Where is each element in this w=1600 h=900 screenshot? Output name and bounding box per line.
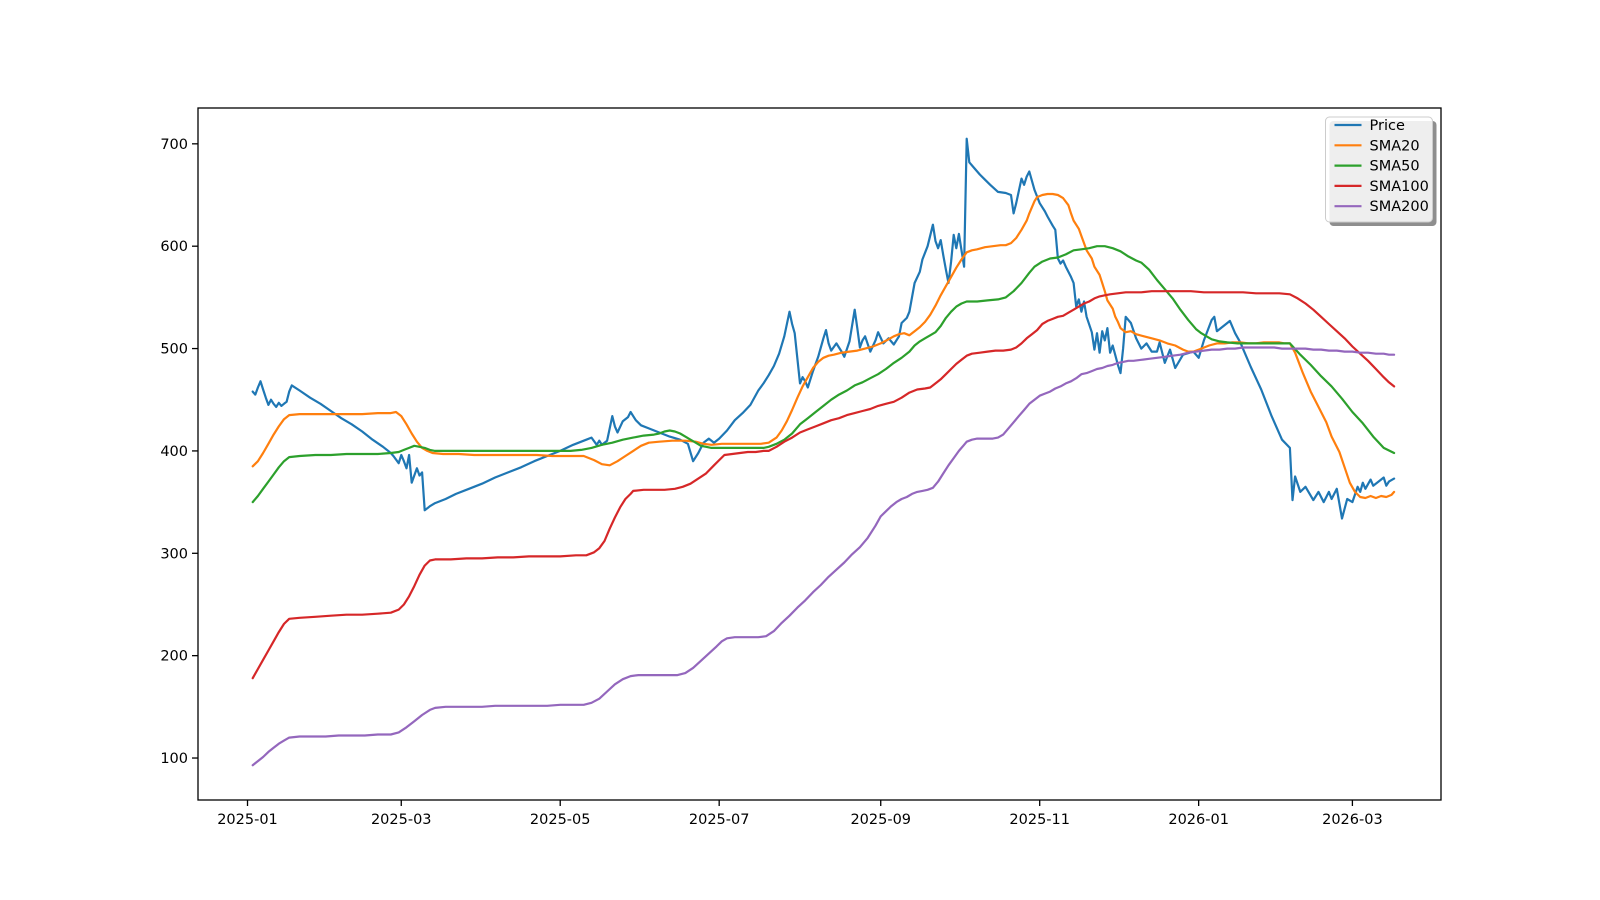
y-tick-label-4: 500 — [160, 342, 188, 358]
x-tick-label-2: 2025-05 — [530, 812, 591, 828]
legend-label-sma100: SMA100 — [1370, 179, 1429, 195]
series-lines — [251, 137, 1396, 767]
sma50-line — [251, 245, 1396, 504]
legend: Price SMA20 SMA50 SMA100 SMA200 — [1325, 116, 1437, 226]
price-line — [251, 137, 1396, 520]
sma100-line — [251, 290, 1396, 680]
sma200-line — [251, 346, 1396, 767]
x-tick-label-5: 2025-11 — [1009, 812, 1070, 828]
legend-label-sma200: SMA200 — [1370, 199, 1429, 215]
sma20-line — [251, 192, 1396, 500]
legend-label-price: Price — [1370, 118, 1405, 134]
x-tick-label-0: 2025-01 — [217, 812, 278, 828]
plot-area — [198, 108, 1441, 800]
y-tick-label-1: 200 — [160, 649, 188, 665]
y-tick-label-5: 600 — [160, 239, 188, 255]
x-tick-label-7: 2026-03 — [1322, 812, 1383, 828]
legend-label-sma20: SMA20 — [1370, 138, 1420, 154]
x-tick-label-1: 2025-03 — [371, 812, 432, 828]
x-axis: 2025-01 2025-03 2025-05 2025-07 2025-09 2025-… — [217, 800, 1383, 828]
plot-background — [198, 108, 1441, 800]
legend-label-sma50: SMA50 — [1370, 159, 1420, 175]
legend-box — [1325, 116, 1433, 223]
y-tick-label-0: 100 — [160, 751, 188, 767]
axes-frame — [197, 107, 1442, 801]
x-tick-label-4: 2025-09 — [850, 812, 911, 828]
y-tick-label-3: 400 — [160, 444, 188, 460]
y-tick-label-2: 300 — [160, 546, 188, 562]
x-tick-label-3: 2025-07 — [689, 812, 750, 828]
y-tick-label-6: 700 — [160, 137, 188, 153]
y-axis: 100 200 300 400 500 600 700 — [160, 137, 198, 767]
x-tick-label-6: 2026-01 — [1168, 812, 1229, 828]
axes-spines — [197, 107, 1442, 801]
